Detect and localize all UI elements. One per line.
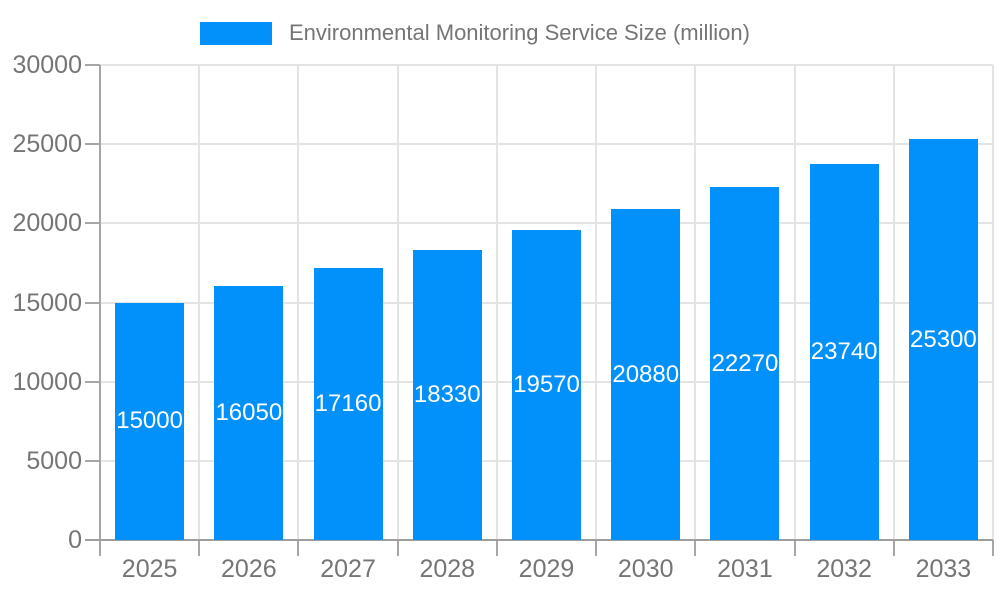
x-tick-label: 2031 (717, 555, 773, 583)
x-axis-tick (793, 540, 796, 556)
y-tick-label: 15000 (12, 288, 82, 317)
bar-2031: 22270 (710, 187, 780, 540)
y-tick-label: 5000 (26, 446, 82, 475)
bar-value-label: 15000 (116, 407, 183, 435)
bar-2032: 23740 (809, 164, 879, 540)
x-axis-line (85, 539, 993, 541)
bar-2026: 16050 (214, 285, 284, 540)
x-axis-tick (595, 540, 598, 556)
x-axis-tick (992, 540, 994, 556)
y-tick-label: 25000 (12, 130, 82, 159)
y-axis-tick (85, 459, 100, 462)
x-axis-tick (297, 540, 300, 556)
y-axis-tick (85, 143, 100, 146)
x-axis-tick (396, 540, 399, 556)
gridline-horizontal (100, 143, 993, 146)
gridline-horizontal (100, 64, 993, 66)
y-axis-tick (85, 301, 100, 304)
x-tick-label: 2028 (419, 555, 476, 583)
gridline-vertical (892, 65, 895, 540)
x-axis-tick (694, 540, 697, 556)
bar-value-label: 17160 (314, 390, 382, 418)
x-axis-tick (198, 540, 201, 556)
y-axis-tick (85, 64, 100, 66)
gridline-vertical (198, 65, 201, 540)
gridline-vertical (793, 65, 796, 540)
gridline-vertical (694, 65, 697, 540)
bar-2025: 15000 (115, 302, 185, 540)
y-axis-tick (85, 380, 100, 383)
bar-2030: 20880 (611, 209, 681, 540)
x-tick-label: 2025 (121, 555, 178, 583)
bar-2027: 17160 (313, 268, 383, 540)
y-axis-line (99, 65, 101, 540)
x-axis-tick (495, 540, 498, 556)
y-tick-label: 0 (68, 526, 82, 554)
bar-value-label: 25300 (910, 325, 977, 353)
bar-2033: 25300 (908, 139, 978, 540)
x-axis-tick (892, 540, 895, 556)
x-tick-label: 2032 (816, 555, 872, 583)
x-tick-label: 2029 (518, 555, 575, 583)
y-tick-label: 30000 (12, 51, 82, 79)
legend-swatch[interactable] (200, 21, 272, 45)
gridline-vertical (396, 65, 399, 540)
x-tick-label: 2030 (617, 555, 674, 583)
legend: Environmental Monitoring Service Size (m… (200, 20, 750, 46)
gridline-vertical (495, 65, 498, 540)
gridline-vertical (595, 65, 598, 540)
bar-value-label: 18330 (413, 380, 481, 408)
gridline-horizontal (100, 222, 993, 225)
bar-value-label: 19570 (513, 371, 580, 399)
y-tick-label: 10000 (12, 367, 82, 396)
gridline-vertical (992, 65, 994, 540)
bar-2029: 19570 (512, 230, 581, 540)
bar-value-label: 20880 (612, 360, 680, 388)
bar-2028: 18330 (412, 249, 482, 540)
y-tick-label: 20000 (12, 209, 82, 238)
x-axis-tick (99, 540, 101, 556)
bar-value-label: 22270 (711, 349, 779, 377)
legend-label[interactable]: Environmental Monitoring Service Size (m… (289, 20, 750, 45)
bar-value-label: 16050 (215, 398, 283, 426)
bar-value-label: 23740 (810, 338, 878, 366)
x-tick-label: 2033 (915, 555, 972, 583)
x-tick-label: 2026 (221, 555, 277, 583)
gridline-vertical (297, 65, 300, 540)
y-axis-tick (85, 222, 100, 225)
x-tick-label: 2027 (320, 555, 376, 583)
